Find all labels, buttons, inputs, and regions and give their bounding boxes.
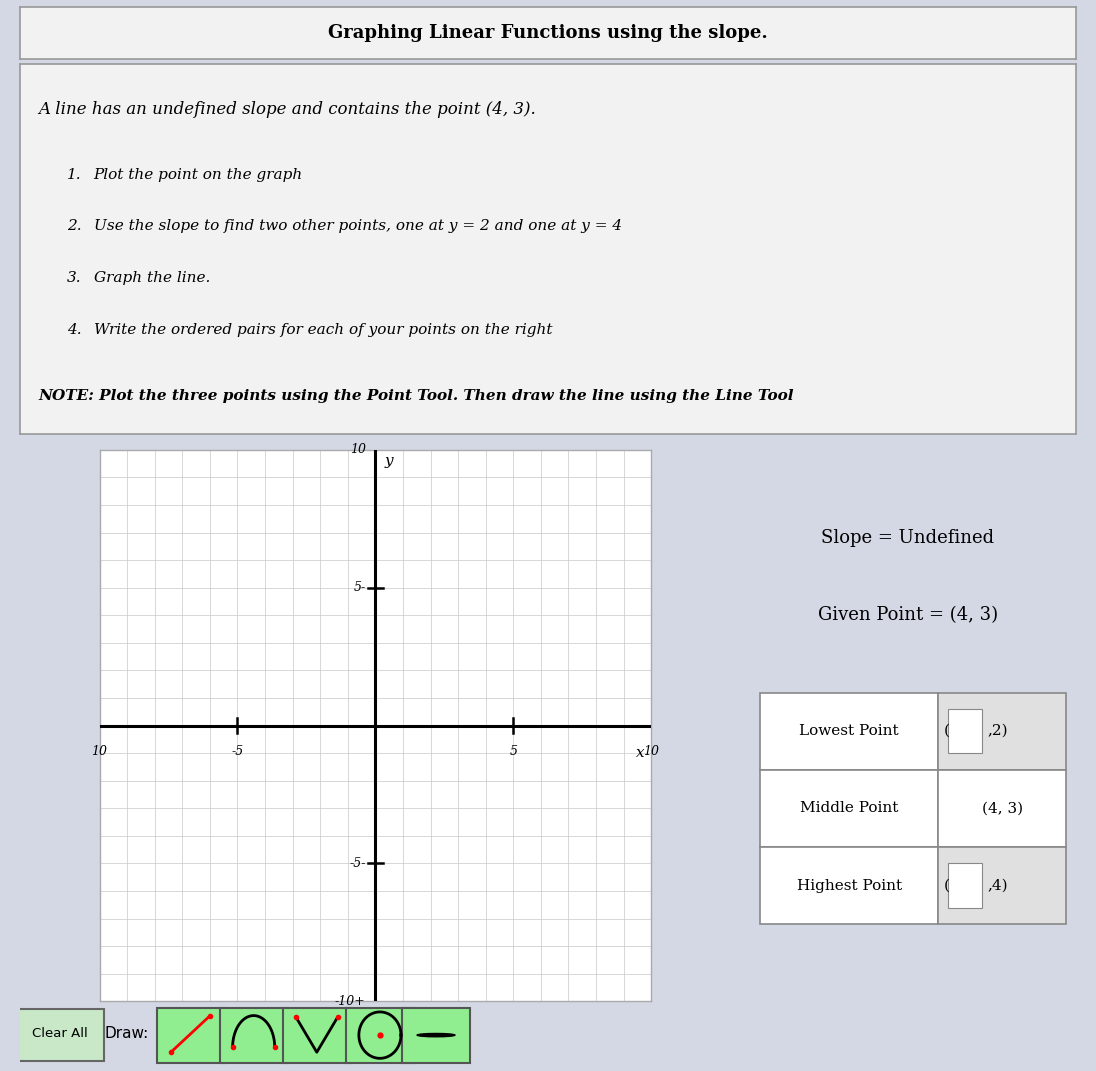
- Text: (: (: [944, 878, 949, 892]
- FancyBboxPatch shape: [283, 1008, 351, 1062]
- Text: 2.: 2.: [67, 220, 82, 233]
- Text: Write the ordered pairs for each of your points on the right: Write the ordered pairs for each of your…: [93, 323, 552, 337]
- Circle shape: [418, 1034, 455, 1037]
- Text: (4, 3): (4, 3): [982, 801, 1023, 815]
- FancyBboxPatch shape: [760, 693, 938, 770]
- FancyBboxPatch shape: [402, 1008, 470, 1062]
- Text: ,4): ,4): [987, 878, 1007, 892]
- Text: A line has an undefined slope and contains the point (4, 3).: A line has an undefined slope and contai…: [38, 102, 537, 118]
- Text: -10+: -10+: [335, 995, 366, 1008]
- Text: Graphing Linear Functions using the slope.: Graphing Linear Functions using the slop…: [328, 25, 768, 42]
- Text: Middle Point: Middle Point: [800, 801, 899, 815]
- Text: y: y: [385, 454, 393, 468]
- Text: Draw:: Draw:: [105, 1026, 149, 1041]
- Text: 4.: 4.: [67, 323, 82, 337]
- FancyBboxPatch shape: [157, 1008, 225, 1062]
- Text: Use the slope to find two other points, one at y = 2 and one at y = 4: Use the slope to find two other points, …: [93, 220, 621, 233]
- FancyBboxPatch shape: [346, 1008, 414, 1062]
- Text: 10: 10: [350, 443, 366, 456]
- Text: 5: 5: [510, 745, 517, 758]
- Text: 1.: 1.: [67, 168, 82, 182]
- FancyBboxPatch shape: [948, 863, 982, 907]
- Text: NOTE: Plot the three points using the Point Tool. Then draw the line using the L: NOTE: Plot the three points using the Po…: [38, 390, 795, 404]
- Text: Clear All: Clear All: [32, 1027, 88, 1040]
- Text: -5-: -5-: [350, 857, 366, 870]
- FancyBboxPatch shape: [938, 693, 1066, 770]
- Text: Slope = Undefined: Slope = Undefined: [822, 529, 994, 547]
- Text: ,2): ,2): [987, 724, 1007, 738]
- Text: -5: -5: [231, 745, 243, 758]
- Text: 3.: 3.: [67, 271, 82, 285]
- FancyBboxPatch shape: [760, 847, 938, 924]
- Text: 5-: 5-: [354, 582, 366, 594]
- Text: Plot the point on the graph: Plot the point on the graph: [93, 168, 302, 182]
- FancyBboxPatch shape: [219, 1008, 287, 1062]
- Text: Graph the line.: Graph the line.: [93, 271, 210, 285]
- Text: Given Point = (4, 3): Given Point = (4, 3): [818, 606, 998, 624]
- Text: Lowest Point: Lowest Point: [799, 724, 899, 738]
- FancyBboxPatch shape: [760, 770, 938, 847]
- Text: x: x: [636, 746, 644, 760]
- Text: Highest Point: Highest Point: [797, 878, 902, 892]
- FancyBboxPatch shape: [16, 1009, 104, 1061]
- Text: (: (: [944, 724, 949, 738]
- FancyBboxPatch shape: [948, 709, 982, 753]
- FancyBboxPatch shape: [938, 770, 1066, 847]
- Text: 10: 10: [643, 745, 659, 758]
- Text: 10: 10: [92, 745, 107, 758]
- FancyBboxPatch shape: [938, 847, 1066, 924]
